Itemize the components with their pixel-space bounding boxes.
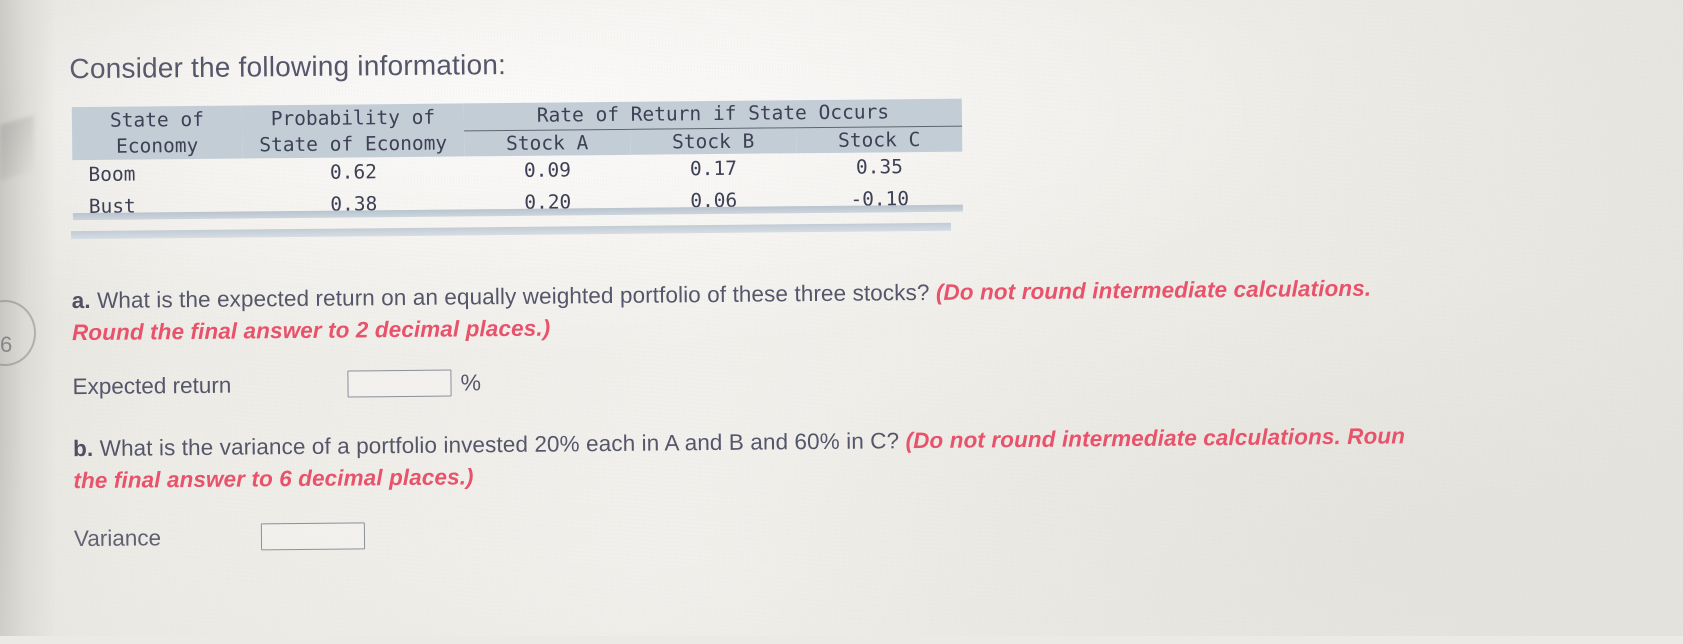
header-stock-b: Stock B — [630, 127, 797, 156]
cell-state: Boom — [88, 163, 136, 187]
question-a-label: a. — [71, 288, 91, 314]
variance-label: Variance — [73, 524, 162, 551]
header-state-of-economy: State of Economy — [71, 105, 243, 161]
expected-return-label: Expected return — [72, 372, 232, 399]
table-shadow-rule — [71, 222, 952, 240]
variance-input[interactable] — [260, 522, 366, 551]
header-state-line1: State of — [109, 107, 205, 132]
question-a-line-1: a. What is the expected return on an equ… — [72, 276, 1372, 314]
cell-stock-a: 0.09 — [523, 158, 572, 183]
expected-return-row: Expected return % — [72, 369, 481, 400]
returns-table-wrapper: State of Economy Probability of State of… — [71, 98, 963, 224]
cell-stock-c: 0.35 — [855, 155, 904, 180]
header-stock-c: Stock C — [796, 125, 963, 154]
question-b-label: b. — [72, 435, 94, 462]
header-prob-line1: Probability of — [270, 105, 436, 131]
returns-table: State of Economy Probability of State of… — [71, 98, 963, 224]
question-b-text: What is the variance of a portfolio inve… — [99, 428, 900, 461]
header-state-line2: Economy — [115, 133, 199, 158]
question-a-note-line-2: Round the final answer to 2 decimal plac… — [71, 315, 551, 346]
question-a-note-line-1: (Do not round intermediate calculations. — [935, 275, 1372, 305]
page-marker: 6 — [0, 332, 13, 357]
question-a-line-2: Round the final answer to 2 decimal plac… — [72, 316, 550, 347]
header-probability: Probability of State of Economy — [241, 103, 465, 160]
question-b-line-2: the final answer to 6 decimal places.) — [73, 464, 473, 494]
percent-sign: % — [460, 369, 482, 396]
page-title: Consider the following information: — [69, 49, 507, 85]
question-b-note-line-1: (Do not round intermediate calculations.… — [905, 423, 1406, 454]
header-stock-a: Stock A — [464, 129, 631, 157]
question-b-line-1: b. What is the variance of a portfolio i… — [73, 423, 1405, 462]
header-prob-line2: State of Economy — [259, 131, 448, 157]
variance-row: Variance — [73, 522, 366, 552]
question-a-text: What is the expected return on an equall… — [96, 279, 930, 313]
expected-return-input[interactable] — [347, 369, 452, 398]
cell-probability: 0.62 — [329, 160, 378, 185]
table-head: State of Economy Probability of State of… — [71, 98, 963, 161]
question-b-note-line-2: the final answer to 6 decimal places.) — [73, 464, 474, 494]
cell-stock-b: 0.17 — [689, 157, 738, 181]
